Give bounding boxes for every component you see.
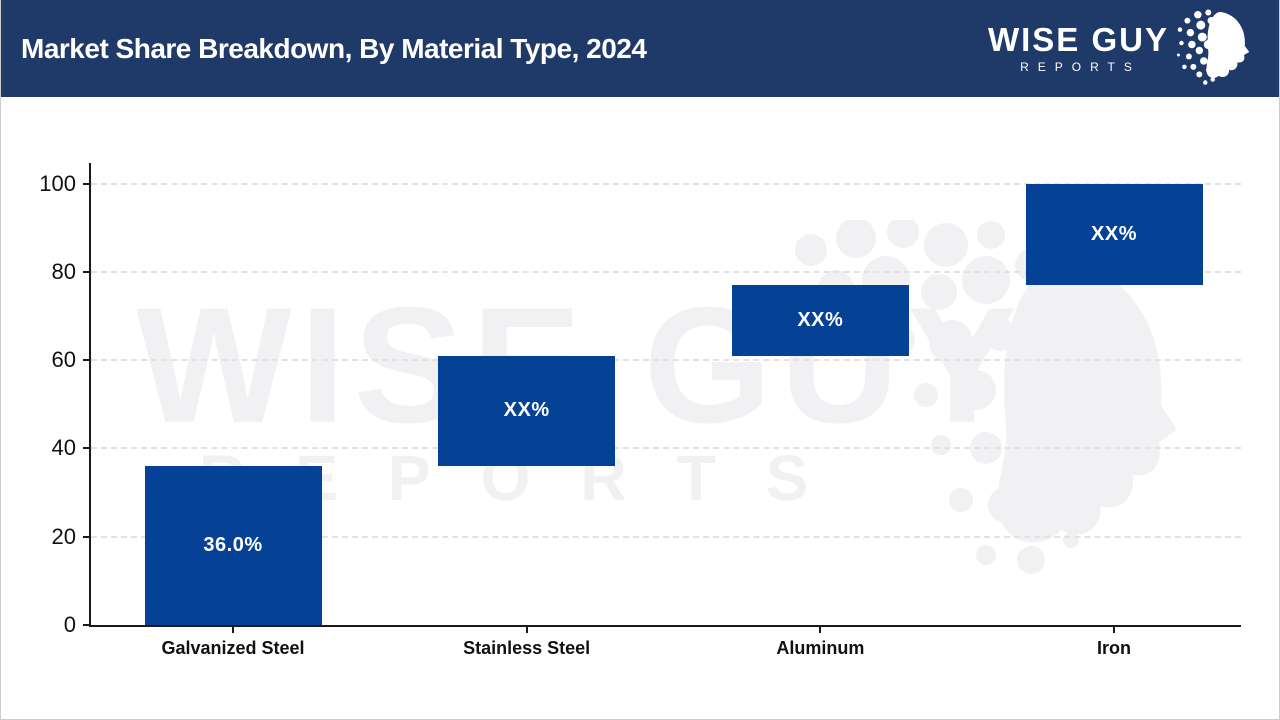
- x-label-galvanized-steel: Galvanized Steel: [161, 638, 305, 658]
- x-tick-aluminum: [819, 625, 822, 633]
- brand-logo-text: WISE GUY REPORTS: [988, 23, 1169, 74]
- bar-galvanized-steel: 36.0%: [144, 466, 322, 625]
- brand-logo: WISE GUY REPORTS: [988, 7, 1253, 91]
- y-tick-80: [83, 270, 91, 273]
- bar-value-label-aluminum: XX%: [797, 308, 844, 331]
- x-tick-stainless-steel: [525, 625, 528, 633]
- header: Market Share Breakdown, By Material Type…: [1, 0, 1279, 97]
- chart-title: Market Share Breakdown, By Material Type…: [21, 32, 647, 64]
- y-tick-label-60: 60: [51, 347, 76, 373]
- x-label-stainless-steel: Stainless Steel: [463, 638, 591, 658]
- y-tick-label-40: 40: [51, 435, 76, 461]
- bar-value-label-iron: XX%: [1091, 222, 1137, 245]
- brand-subtitle: REPORTS: [1020, 59, 1141, 74]
- x-label-iron: Iron: [1097, 638, 1131, 658]
- gridline-y-40: [91, 447, 1241, 450]
- y-tick-label-20: 20: [51, 523, 76, 549]
- brand-name: WISE GUY: [987, 21, 1169, 59]
- gridline-y-80: [91, 270, 1241, 273]
- y-tick-label-100: 100: [39, 170, 76, 196]
- plot-area: 0 20 40 60 80 100 Galvanized Steel 36.0% Stainle…: [39, 163, 1241, 658]
- y-tick-0: [83, 624, 91, 626]
- bar-value-label-galvanized-steel: 36.0%: [203, 534, 263, 557]
- bar-stainless-steel: XX%: [438, 355, 616, 467]
- gridline-y-20: [91, 535, 1241, 538]
- gridline-y-60: [91, 359, 1241, 362]
- gridline-y-100: [91, 182, 1241, 185]
- bar-value-label-stainless-steel: XX%: [503, 399, 550, 422]
- wiseguy-head-icon: [1176, 8, 1250, 85]
- y-tick-label-0: 0: [63, 612, 76, 637]
- y-tick-100: [83, 182, 91, 185]
- bar-iron: XX%: [1025, 183, 1203, 286]
- x-tick-iron: [1113, 625, 1115, 633]
- bar-aluminum: XX%: [731, 285, 909, 356]
- y-tick-40: [83, 447, 91, 450]
- x-tick-galvanized-steel: [232, 625, 234, 633]
- y-tick-label-80: 80: [51, 258, 76, 284]
- chart-region: 0 20 40 60 80 100 Galvanized Steel 36.0% Stainle…: [1, 97, 1279, 719]
- y-tick-60: [83, 359, 91, 362]
- y-tick-20: [83, 535, 91, 538]
- x-label-aluminum: Aluminum: [776, 638, 865, 658]
